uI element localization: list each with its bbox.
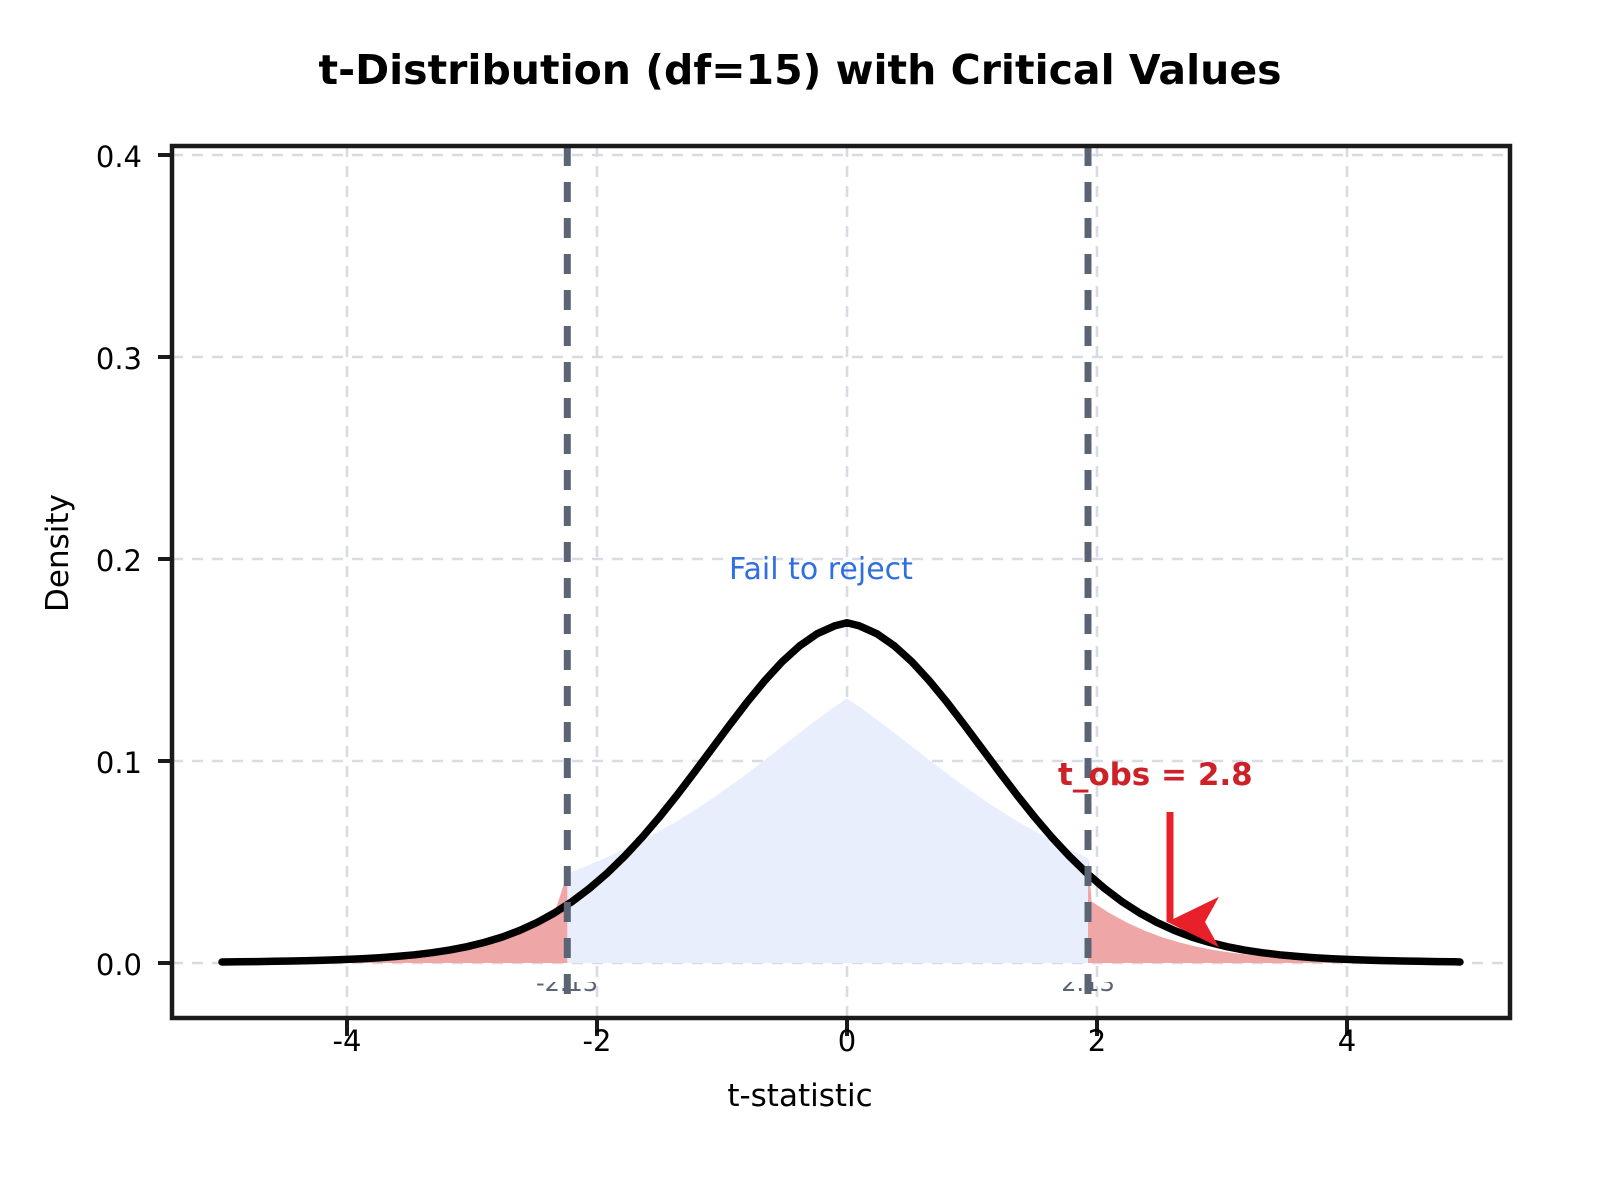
y-tick-marks: [158, 153, 172, 965]
xtick-label-2: 0: [837, 1024, 857, 1058]
left-rejection-region: [222, 873, 568, 963]
fail-to-reject-region: [567, 698, 1088, 963]
critical-value-label-left: -2.13: [535, 982, 599, 997]
critical-value-labels: -2.13 2.13: [172, 982, 1510, 1003]
ytick-label-4: 0.0: [95, 948, 142, 982]
x-tick-marks: [345, 1018, 1349, 1036]
ytick-label-3: 0.1: [95, 746, 142, 780]
right-rejection-region: [1088, 857, 1460, 963]
x-axis-label: t-statistic: [727, 1078, 873, 1114]
density-curve: [218, 618, 1464, 966]
critical-value-label-right: 2.13: [1061, 982, 1115, 997]
fail-to-reject-label: Fail to reject: [729, 552, 913, 587]
ytick-label-2: 0.2: [95, 544, 142, 578]
xtick-label-0: -4: [332, 1024, 362, 1058]
page-title: t-Distribution (df=15) with Critical Val…: [318, 46, 1282, 94]
xtick-label-3: 2: [1087, 1024, 1107, 1058]
xtick-label-4: 4: [1337, 1024, 1357, 1058]
xtick-label-1: -2: [582, 1024, 612, 1058]
ytick-label-1: 0.3: [95, 342, 142, 376]
t-obs-label: t_obs = 2.8: [1058, 757, 1253, 793]
plot-frame: [169, 143, 1513, 1021]
ytick-label-0: 0.4: [95, 140, 142, 174]
y-axis-label: Density: [40, 494, 76, 612]
